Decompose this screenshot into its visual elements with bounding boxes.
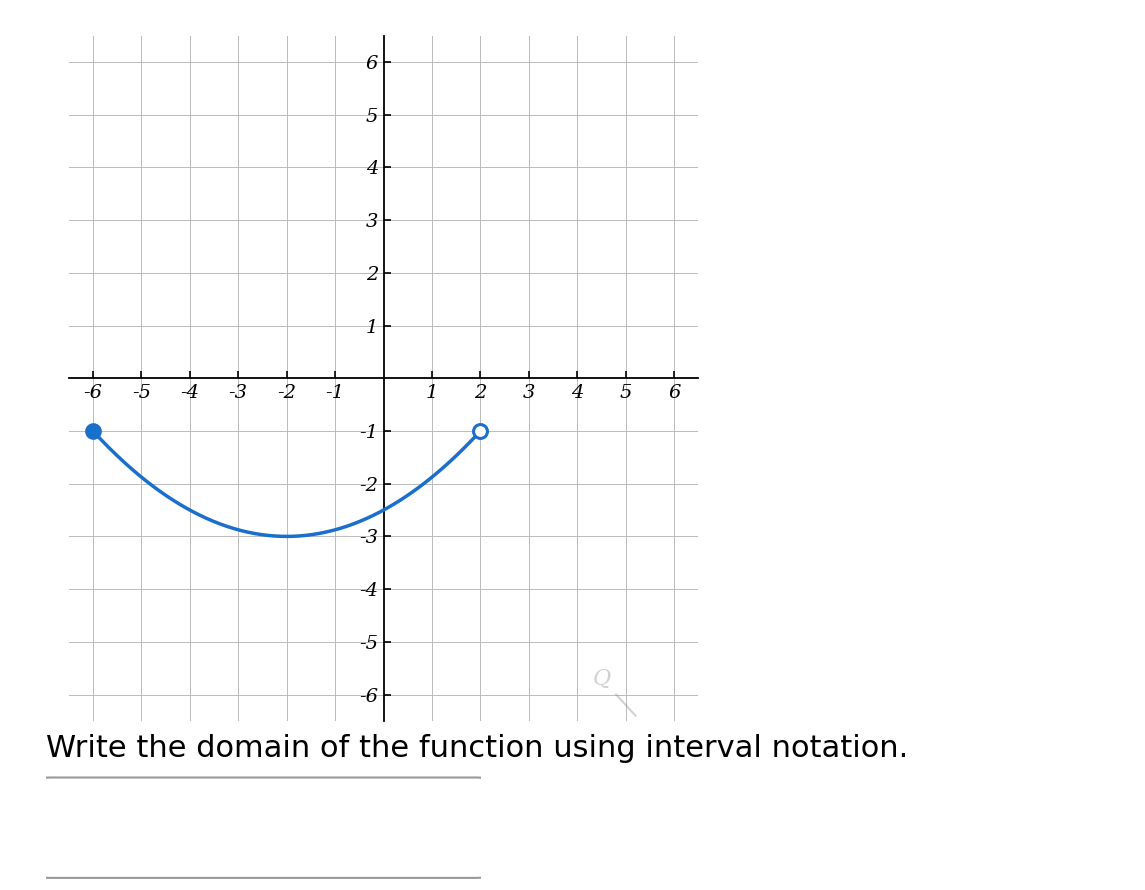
Text: Write the domain of the function using interval notation.: Write the domain of the function using i…: [46, 734, 908, 764]
FancyBboxPatch shape: [41, 778, 485, 878]
Text: Q: Q: [592, 668, 610, 690]
